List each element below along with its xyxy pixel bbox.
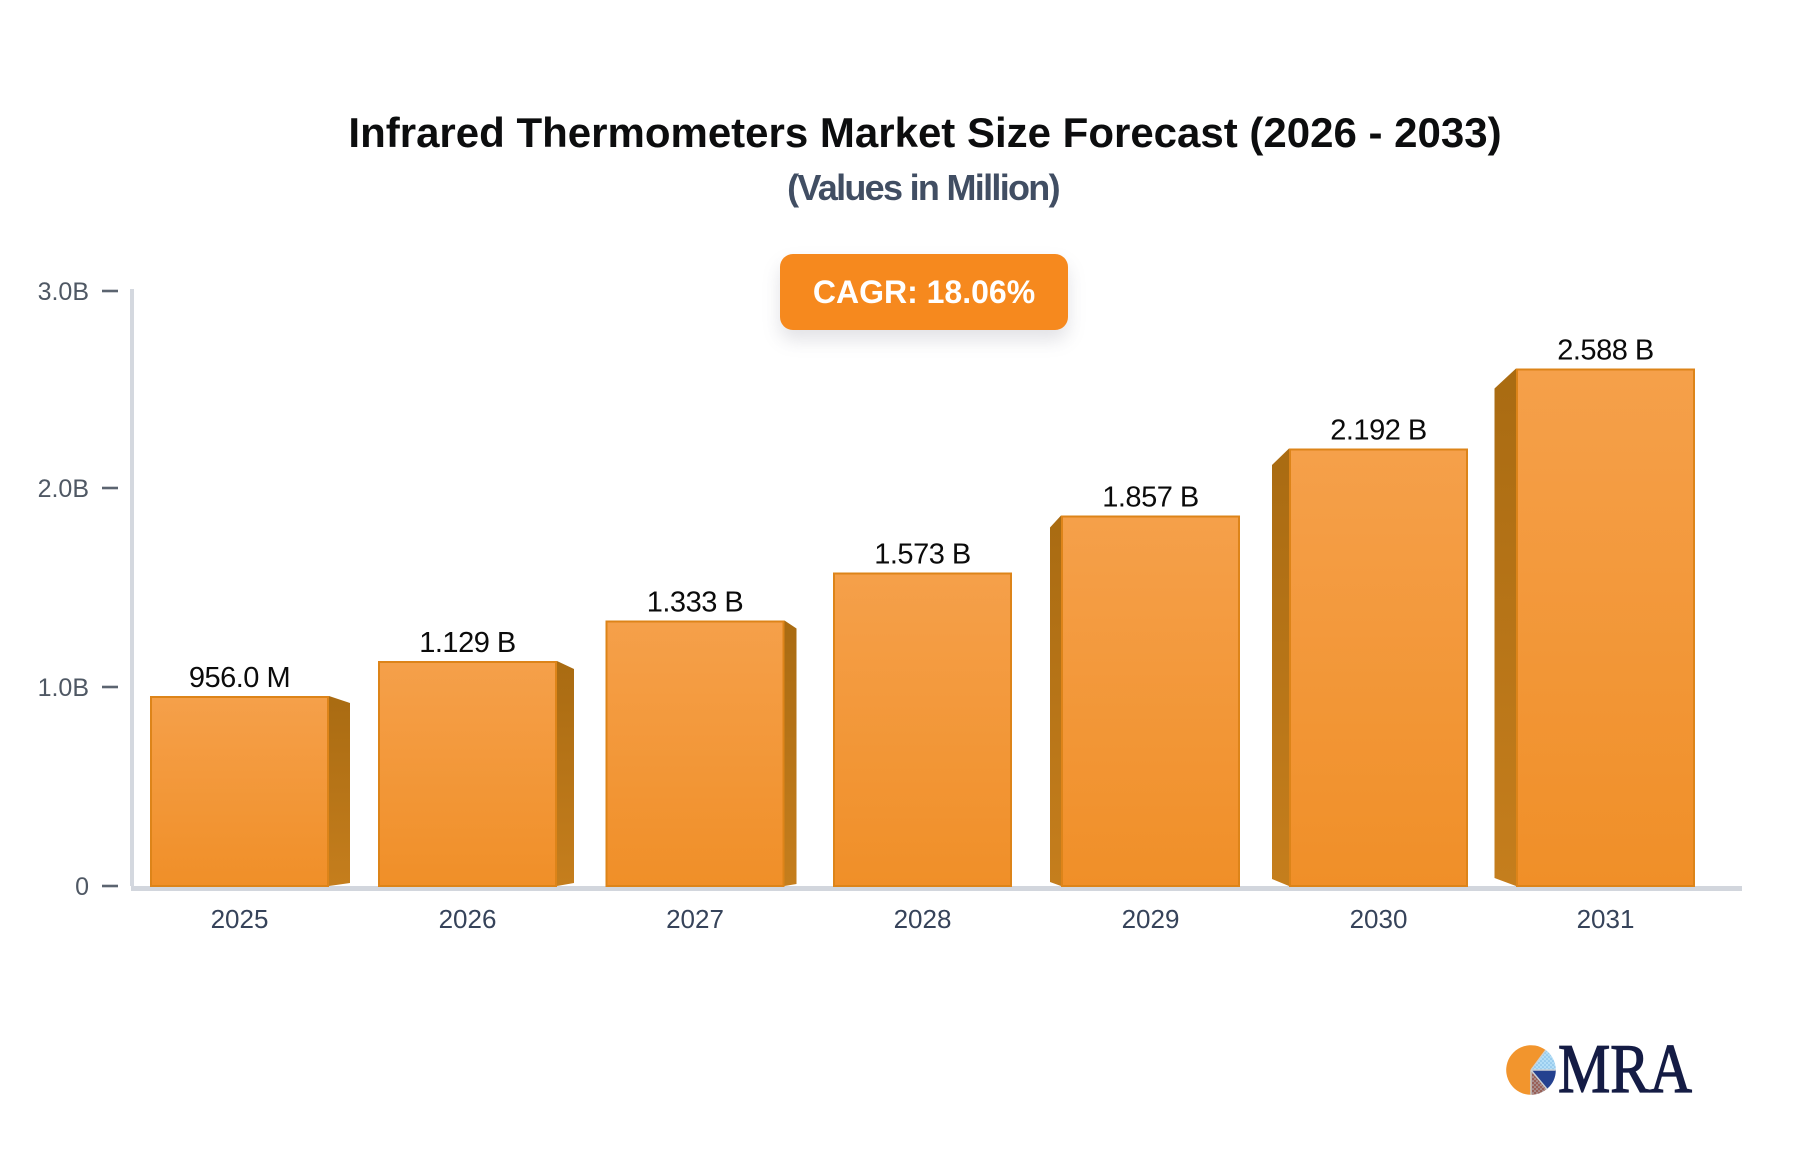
svg-text:2029: 2029 [1122, 904, 1180, 934]
svg-text:1.573 B: 1.573 B [874, 539, 970, 571]
svg-text:2.192 B: 2.192 B [1330, 415, 1426, 447]
svg-text:2031: 2031 [1577, 904, 1635, 934]
svg-text:1.129 B: 1.129 B [419, 627, 515, 659]
svg-text:1.333 B: 1.333 B [647, 587, 743, 619]
svg-text:2026: 2026 [439, 904, 497, 934]
svg-text:2028: 2028 [894, 904, 952, 934]
svg-text:2.588 B: 2.588 B [1557, 335, 1653, 367]
svg-text:2030: 2030 [1350, 904, 1408, 934]
svg-text:2027: 2027 [666, 904, 724, 934]
svg-text:1.857 B: 1.857 B [1102, 482, 1198, 514]
svg-text:0: 0 [75, 873, 89, 901]
svg-text:MRA: MRA [1558, 1029, 1692, 1107]
svg-text:2.0B: 2.0B [38, 475, 89, 503]
svg-text:3.0B: 3.0B [38, 278, 89, 306]
svg-text:2025: 2025 [211, 904, 269, 934]
svg-text:1.0B: 1.0B [38, 674, 89, 702]
svg-text:956.0 M: 956.0 M [189, 662, 290, 694]
